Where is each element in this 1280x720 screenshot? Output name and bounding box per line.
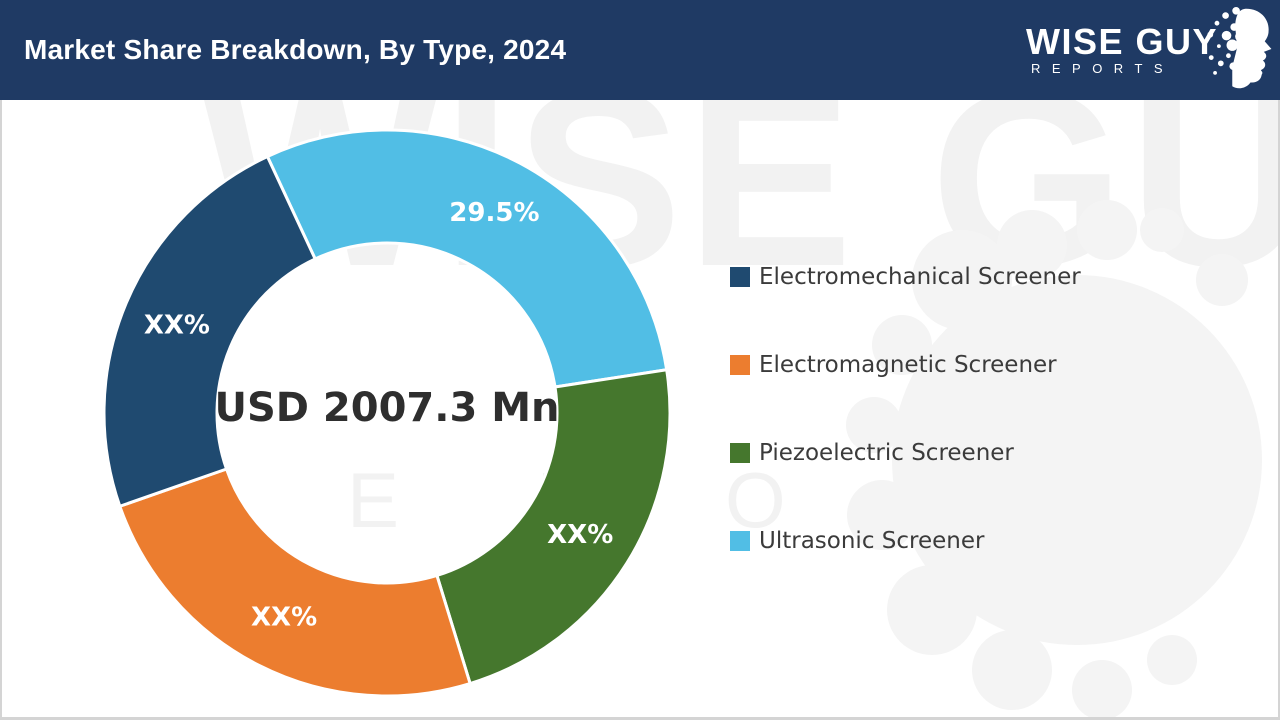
segment-value-label: XX% — [547, 520, 613, 550]
legend-label: Electromechanical Screener — [759, 264, 1081, 290]
page-title: Market Share Breakdown, By Type, 2024 — [24, 34, 567, 65]
donut-segment-1[interactable] — [435, 368, 672, 686]
donut-chart: 29.5% XX% XX% XX% — [102, 128, 672, 698]
logo-wordmark: WISE GUY — [1025, 20, 1218, 62]
donut-segment-0[interactable] — [265, 128, 669, 389]
chart-center-value: USD 2007.3 Mn — [214, 385, 560, 431]
donut-chart-wrap: 29.5% XX% XX% XX% — [97, 123, 677, 703]
legend-swatch — [730, 531, 750, 551]
legend: Electromechanical Screener Electromagneti… — [730, 262, 1081, 614]
legend-swatch — [730, 355, 750, 375]
legend-swatch — [730, 267, 750, 287]
logo-text: WISE GUY REPORTS — [1026, 22, 1218, 77]
logo-face-icon — [1207, 6, 1272, 89]
logo-subtitle: REPORTS — [1030, 61, 1175, 77]
legend-label: Piezoelectric Screener — [759, 440, 1014, 466]
legend-label: Electromagnetic Screener — [759, 352, 1057, 378]
legend-item-3[interactable]: Ultrasonic Screener — [730, 526, 1081, 556]
wise-guy-reports-logo: WISE GUY REPORTS — [1026, 6, 1272, 92]
legend-swatch — [730, 443, 750, 463]
donut-segment-3[interactable] — [102, 155, 317, 508]
legend-label: Ultrasonic Screener — [759, 528, 985, 554]
donut-segment-2[interactable] — [118, 467, 472, 698]
legend-item-0[interactable]: Electromechanical Screener — [730, 262, 1081, 292]
segment-value-label: XX% — [251, 602, 317, 632]
segment-value-label: 29.5% — [449, 198, 539, 228]
legend-item-2[interactable]: Piezoelectric Screener — [730, 438, 1081, 468]
header-bar: Market Share Breakdown, By Type, 2024 WI… — [0, 0, 1280, 100]
chart-area: WISE GUY E P O R T S 29.5%XX%XX%XX% USD … — [0, 100, 1280, 720]
segment-value-label: XX% — [144, 310, 210, 340]
legend-item-1[interactable]: Electromagnetic Screener — [730, 350, 1081, 380]
